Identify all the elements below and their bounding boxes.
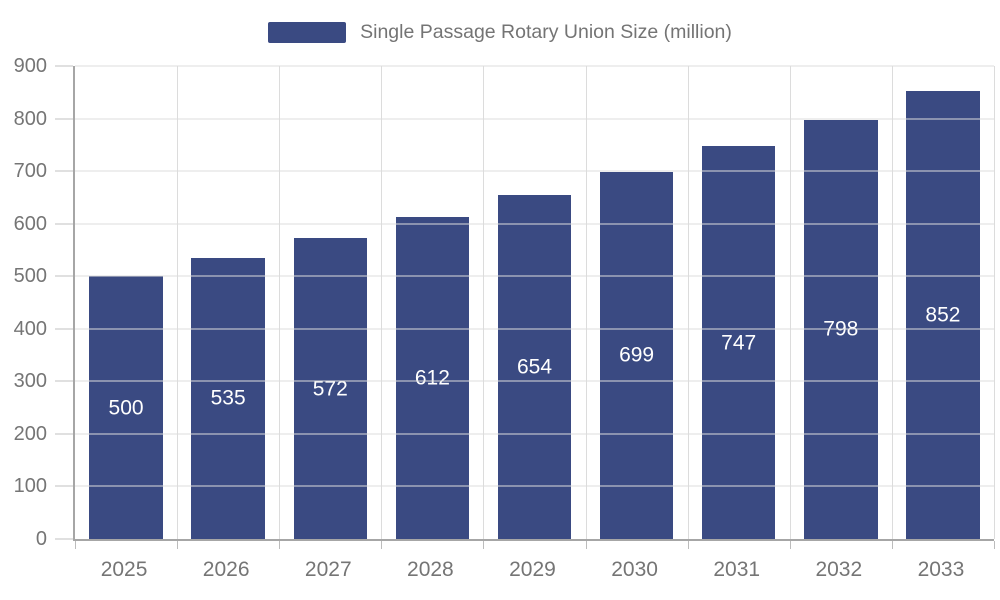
x-tick-label: 2033 bbox=[917, 558, 965, 581]
bar-cell: 852 bbox=[892, 66, 994, 539]
x-tick-label: 2032 bbox=[815, 558, 863, 581]
x-axis-tick bbox=[687, 541, 689, 549]
bar-value-label: 798 bbox=[823, 317, 859, 341]
bar-value-label: 699 bbox=[619, 343, 655, 367]
x-tick-label: 2028 bbox=[407, 558, 454, 581]
y-tick-label: 900 bbox=[13, 55, 47, 77]
bar-value-label: 654 bbox=[516, 355, 553, 379]
y-tick-label: 400 bbox=[13, 317, 47, 340]
y-axis-tick bbox=[55, 538, 73, 540]
plot-area: 500 535 572 612 654 699 747 798 852 bbox=[73, 65, 995, 549]
bar-cell: 612 bbox=[381, 66, 483, 539]
y-tick-label: 600 bbox=[13, 212, 47, 235]
y-tick-label: 200 bbox=[13, 422, 47, 445]
x-tick-label: 2026 bbox=[202, 558, 250, 581]
y-tick-label: 700 bbox=[13, 160, 47, 183]
horizontal-gridline bbox=[75, 485, 994, 487]
x-axis-tick bbox=[483, 541, 485, 549]
vertical-gridline bbox=[585, 66, 587, 539]
y-axis-tick bbox=[55, 275, 73, 277]
bar-cell: 747 bbox=[688, 66, 790, 539]
x-axis: 2025 2026 2027 2028 2029 2030 2031 2032 2033 bbox=[73, 558, 992, 582]
y-axis-tick bbox=[55, 118, 73, 120]
vertical-gridline bbox=[789, 66, 791, 539]
bar-value-label: 535 bbox=[210, 386, 246, 410]
x-axis-tick bbox=[789, 541, 791, 549]
vertical-gridline bbox=[891, 66, 893, 539]
y-axis-tick bbox=[55, 65, 73, 67]
bar-2032[interactable]: 798 bbox=[804, 119, 878, 539]
bar-2026[interactable]: 535 bbox=[191, 257, 265, 539]
horizontal-gridline bbox=[75, 380, 994, 382]
bar-cell: 572 bbox=[279, 66, 381, 539]
y-axis-tick bbox=[55, 380, 73, 382]
horizontal-gridline bbox=[75, 118, 994, 120]
x-axis-tick bbox=[279, 541, 281, 549]
bar-value-label: 852 bbox=[925, 303, 961, 327]
bar-cell: 535 bbox=[177, 66, 279, 539]
bars-container: 500 535 572 612 654 699 747 798 852 bbox=[75, 66, 994, 539]
bar-value-label: 572 bbox=[312, 377, 348, 401]
vertical-gridline bbox=[177, 66, 179, 539]
bar-cell: 699 bbox=[586, 66, 688, 539]
x-tick-label: 2027 bbox=[304, 558, 352, 581]
y-tick-label: 100 bbox=[13, 475, 47, 498]
x-axis-tick bbox=[381, 541, 383, 549]
x-tick-label: 2031 bbox=[713, 558, 761, 581]
x-tick-label: 2025 bbox=[100, 558, 148, 581]
horizontal-gridline bbox=[75, 275, 994, 277]
legend-label: Single Passage Rotary Union Size (millio… bbox=[360, 20, 732, 43]
horizontal-gridline bbox=[75, 328, 994, 330]
legend[interactable]: Single Passage Rotary Union Size (millio… bbox=[0, 20, 1000, 44]
y-axis-tick bbox=[55, 433, 73, 435]
vertical-gridline bbox=[279, 66, 281, 539]
bar-cell: 798 bbox=[790, 66, 892, 539]
bar-2027[interactable]: 572 bbox=[293, 238, 368, 539]
x-axis-tick bbox=[585, 541, 587, 549]
bar-2025[interactable]: 500 bbox=[89, 276, 163, 539]
bar-value-label: 500 bbox=[108, 396, 144, 420]
y-axis-tick bbox=[55, 223, 73, 225]
vertical-gridline bbox=[687, 66, 689, 539]
y-tick-label: 300 bbox=[13, 370, 47, 393]
horizontal-gridline bbox=[75, 223, 994, 225]
y-tick-label: 500 bbox=[13, 265, 47, 288]
horizontal-gridline bbox=[75, 65, 994, 67]
y-axis-tick bbox=[55, 485, 73, 487]
x-axis-tick bbox=[891, 541, 893, 549]
vertical-gridline bbox=[381, 66, 383, 539]
x-tick-label: 2030 bbox=[611, 558, 658, 581]
bar-2030[interactable]: 699 bbox=[599, 171, 674, 539]
x-tick-label: 2029 bbox=[509, 558, 556, 581]
bar-value-label: 612 bbox=[414, 366, 450, 390]
y-axis-tick bbox=[55, 328, 73, 330]
horizontal-gridline bbox=[75, 170, 994, 172]
y-tick-label: 800 bbox=[13, 107, 47, 130]
vertical-gridline bbox=[483, 66, 485, 539]
bar-2033[interactable]: 852 bbox=[906, 91, 980, 539]
x-axis-tick bbox=[994, 541, 995, 549]
legend-swatch-icon bbox=[268, 21, 347, 43]
y-axis: 0 100 200 300 400 500 600 700 800 900 bbox=[0, 56, 73, 549]
bar-2031[interactable]: 747 bbox=[701, 146, 776, 539]
bar-2029[interactable]: 654 bbox=[497, 195, 572, 539]
y-axis-tick bbox=[55, 170, 73, 172]
vertical-gridline bbox=[994, 66, 995, 539]
bar-cell: 654 bbox=[483, 66, 585, 539]
bar-2028[interactable]: 612 bbox=[395, 217, 470, 539]
x-axis-tick bbox=[75, 541, 76, 549]
bar-cell: 500 bbox=[75, 66, 177, 539]
x-axis-tick bbox=[177, 541, 179, 549]
y-tick-label: 0 bbox=[35, 528, 47, 550]
bar-value-label: 747 bbox=[721, 331, 757, 355]
horizontal-gridline bbox=[75, 433, 994, 435]
